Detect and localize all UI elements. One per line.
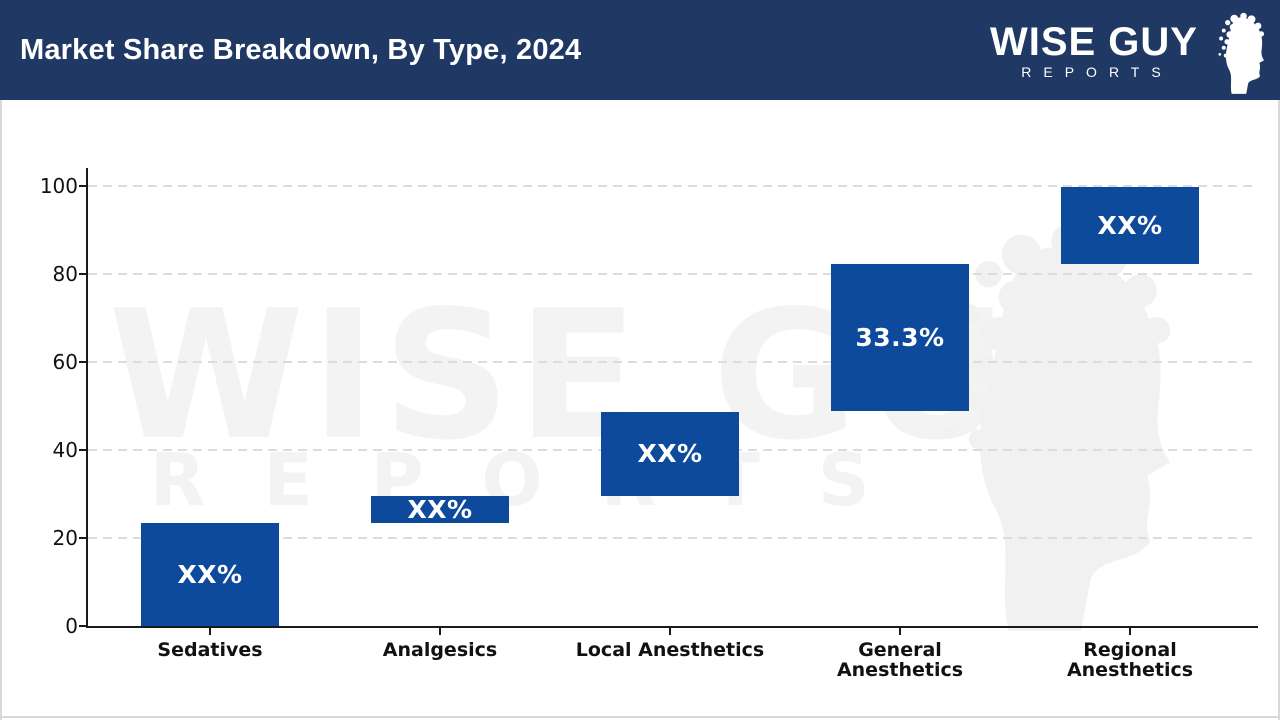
gridline bbox=[88, 361, 1256, 363]
y-tick-label: 60 bbox=[52, 350, 78, 374]
y-tick-label: 80 bbox=[52, 262, 78, 286]
x-tick-mark bbox=[209, 628, 211, 635]
logo-face-icon bbox=[1218, 12, 1265, 94]
bar-value-label: XX% bbox=[177, 559, 243, 589]
x-category-label: Analgesics bbox=[382, 639, 498, 661]
x-tick-mark bbox=[439, 628, 441, 635]
y-tick-mark bbox=[79, 361, 87, 363]
frame-edge-right bbox=[1278, 100, 1280, 720]
y-tick-label: 100 bbox=[39, 174, 78, 198]
bar-value-label: 33.3% bbox=[855, 323, 945, 353]
y-tick-mark bbox=[79, 449, 87, 451]
header-band: Market Share Breakdown, By Type, 2024 WI… bbox=[0, 0, 1280, 100]
wise-guy-reports-logo: WISE GUY REPORTS bbox=[990, 6, 1266, 96]
frame-edge-bottom bbox=[0, 716, 1280, 718]
bar-segment: 33.3% bbox=[831, 264, 969, 411]
y-tick-label: 20 bbox=[52, 526, 78, 550]
gridline bbox=[88, 537, 1256, 539]
frame-edge-left bbox=[0, 100, 2, 720]
y-tick-label: 40 bbox=[52, 438, 78, 462]
page-title: Market Share Breakdown, By Type, 2024 bbox=[20, 34, 582, 66]
gridline bbox=[88, 185, 1256, 187]
y-axis-line bbox=[86, 168, 88, 628]
y-tick-mark bbox=[79, 537, 87, 539]
bar-segment: XX% bbox=[601, 411, 739, 497]
x-category-label: Sedatives bbox=[157, 639, 263, 661]
x-category-label: Regional Anesthetics bbox=[1066, 639, 1194, 681]
x-tick-mark bbox=[899, 628, 901, 635]
x-tick-mark bbox=[1129, 628, 1131, 635]
logo-text: WISE GUY REPORTS bbox=[990, 22, 1198, 80]
bar-value-label: XX% bbox=[637, 439, 703, 469]
x-category-label: Local Anesthetics bbox=[575, 639, 765, 661]
gridline bbox=[88, 273, 1256, 275]
bar-segment: XX% bbox=[371, 494, 509, 524]
x-axis-line bbox=[86, 626, 1258, 628]
bar-segment: XX% bbox=[1061, 186, 1199, 265]
logo-subtitle: REPORTS bbox=[1021, 64, 1173, 80]
bar-value-label: XX% bbox=[1097, 211, 1163, 241]
bar-segment: XX% bbox=[141, 522, 279, 626]
y-tick-mark bbox=[79, 185, 87, 187]
y-tick-mark bbox=[79, 625, 87, 627]
y-tick-mark bbox=[79, 273, 87, 275]
x-tick-mark bbox=[669, 628, 671, 635]
bar-value-label: XX% bbox=[407, 494, 473, 524]
y-tick-label: 0 bbox=[65, 614, 78, 638]
logo-wordmark: WISE GUY bbox=[989, 20, 1198, 64]
watermark-subtitle: REPORTS bbox=[150, 438, 928, 522]
x-category-label: General Anesthetics bbox=[836, 639, 964, 681]
